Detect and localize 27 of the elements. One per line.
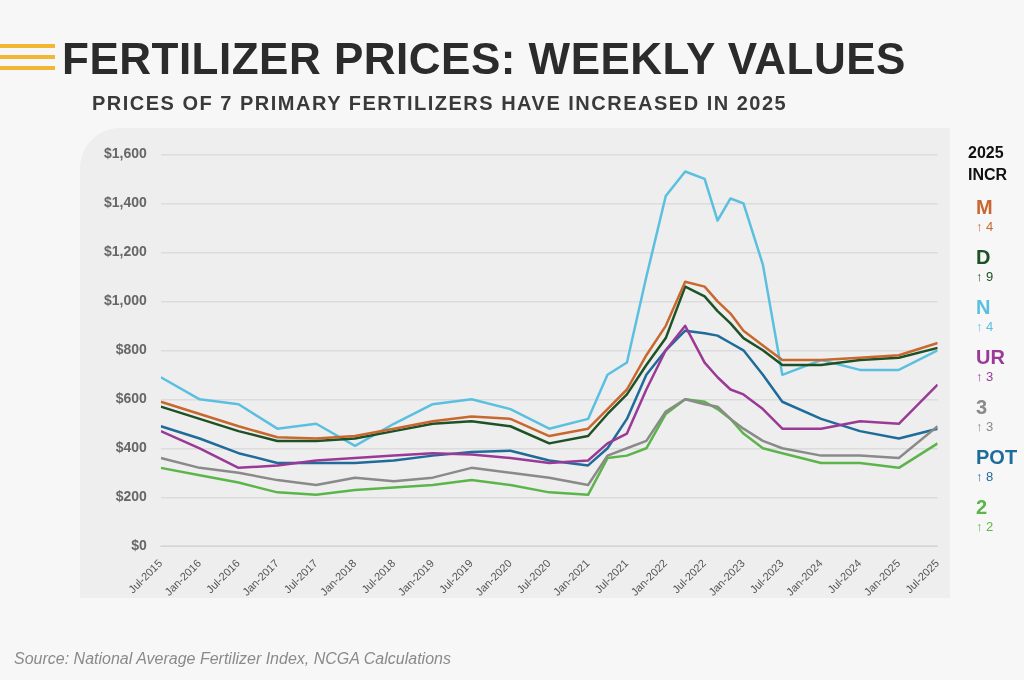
- text: ↑ 3: [976, 368, 995, 386]
- y-tick-label: $200: [115, 488, 148, 505]
- text: ↑ 8: [976, 468, 995, 486]
- y-tick-label: $800: [115, 341, 148, 358]
- y-tick-label: $1,400: [103, 194, 148, 211]
- y-tick-label: $1,600: [103, 145, 148, 162]
- y-tick-label: $0: [131, 537, 148, 554]
- text: ↑ 2: [976, 518, 995, 536]
- chart-subtitle: PRICES OF 7 PRIMARY FERTILIZERS HAVE INCREASED IN 2025: [92, 92, 788, 115]
- text: ↑ 3: [976, 418, 995, 436]
- y-tick-label: $1,200: [103, 243, 148, 260]
- text: ↑ 4: [976, 218, 995, 236]
- series-label: 3: [976, 396, 989, 418]
- text: ↑ 9: [976, 268, 995, 286]
- y-tick-label: $1,000: [103, 292, 148, 309]
- text: POT: [976, 446, 1019, 468]
- source-note: Source: National Average Fertilizer Index, NCGA Calculations: [14, 650, 451, 668]
- y-tick-label: $600: [115, 390, 148, 407]
- text: ↑ 4: [976, 318, 995, 336]
- text: M: [976, 196, 994, 218]
- text: 2: [976, 496, 989, 518]
- legend-title: 2025 INCR: [968, 143, 1009, 185]
- y-tick-label: $400: [115, 439, 148, 456]
- chart-title: FERTILIZER PRICES: WEEKLY VALUES: [62, 34, 906, 84]
- text: UR: [976, 346, 1006, 368]
- text: N: [976, 296, 992, 318]
- text: D: [976, 246, 992, 268]
